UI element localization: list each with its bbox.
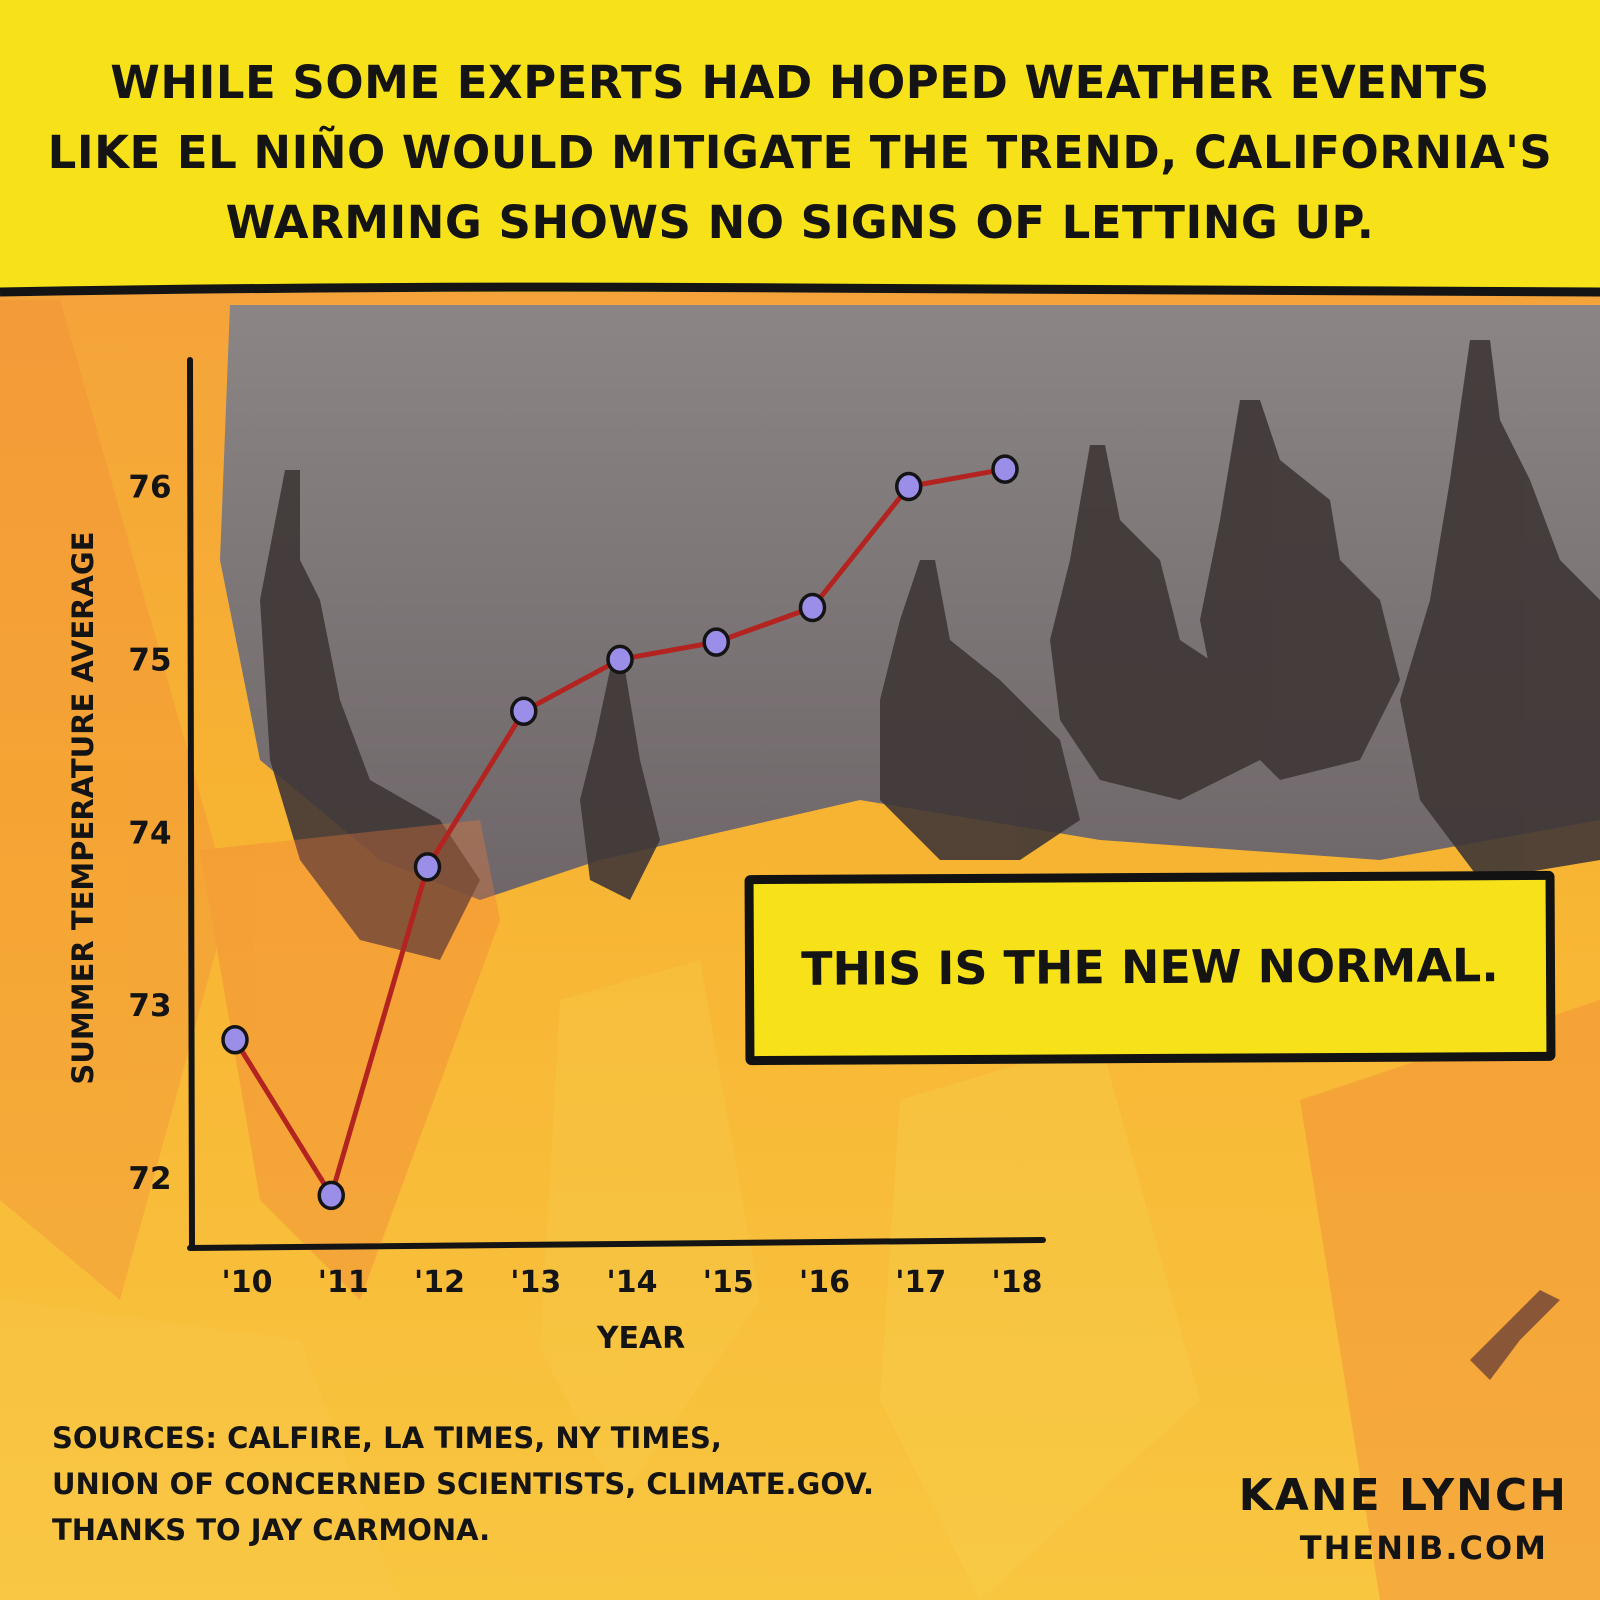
x-axis-label: YEAR	[596, 1321, 686, 1356]
headline-line-1: WHILE SOME EXPERTS HAD HOPED WEATHER EVE…	[110, 56, 1490, 109]
author-credit: KANE LYNCH THENIB.COM	[1239, 1470, 1568, 1567]
x-axis-line	[187, 1237, 1046, 1251]
y-tick-label: 72	[128, 1161, 171, 1197]
x-tick-label: '10	[222, 1265, 273, 1300]
callout-text: THIS IS THE NEW NORMAL.	[801, 938, 1499, 996]
y-tick-label: 74	[128, 815, 171, 851]
x-tick-label: '16	[799, 1265, 850, 1300]
data-point	[702, 627, 730, 657]
x-tick-label: '17	[895, 1265, 946, 1300]
x-tick-label: '12	[414, 1265, 465, 1300]
x-tick-label: '13	[510, 1265, 561, 1300]
data-point	[895, 471, 923, 502]
series-line	[232, 466, 1008, 1198]
y-axis-label: SUMMER TEMPERATURE AVERAGE	[66, 531, 100, 1084]
sources-line-1: SOURCES: CALFIRE, LA TIMES, NY TIMES,	[52, 1421, 722, 1455]
x-tick-label: '14	[607, 1265, 658, 1300]
data-point	[510, 696, 538, 726]
data-point	[413, 852, 442, 882]
y-axis-line	[187, 357, 195, 1251]
sources-line-3: THANKS TO JAY CARMONA.	[52, 1513, 491, 1547]
sources-line-2: UNION OF CONCERNED SCIENTISTS, CLIMATE.G…	[52, 1467, 874, 1501]
data-point	[221, 1025, 249, 1055]
y-tick-label: 76	[128, 469, 171, 505]
headline: WHILE SOME EXPERTS HAD HOPED WEATHER EVE…	[40, 48, 1560, 258]
x-tick-label: '18	[992, 1265, 1043, 1300]
sources-note: SOURCES: CALFIRE, LA TIMES, NY TIMES, UN…	[52, 1415, 874, 1553]
x-tick-label: '15	[703, 1265, 754, 1300]
data-point	[317, 1180, 345, 1211]
callout-box: THIS IS THE NEW NORMAL.	[744, 870, 1556, 1066]
data-point	[798, 592, 827, 623]
data-point	[991, 454, 1019, 484]
site-url: THENIB.COM	[1299, 1529, 1548, 1567]
header-panel: WHILE SOME EXPERTS HAD HOPED WEATHER EVE…	[0, 0, 1600, 292]
x-tick-label: '11	[318, 1265, 369, 1300]
author-name: KANE LYNCH	[1238, 1470, 1568, 1521]
headline-line-3: WARMING SHOWS NO SIGNS OF LETTING UP.	[225, 196, 1375, 249]
headline-line-2: LIKE EL NIÑO WOULD MITIGATE THE TREND, C…	[47, 126, 1553, 179]
data-point	[606, 644, 634, 675]
y-tick-label: 73	[128, 988, 171, 1024]
y-tick-label: 75	[128, 642, 171, 678]
